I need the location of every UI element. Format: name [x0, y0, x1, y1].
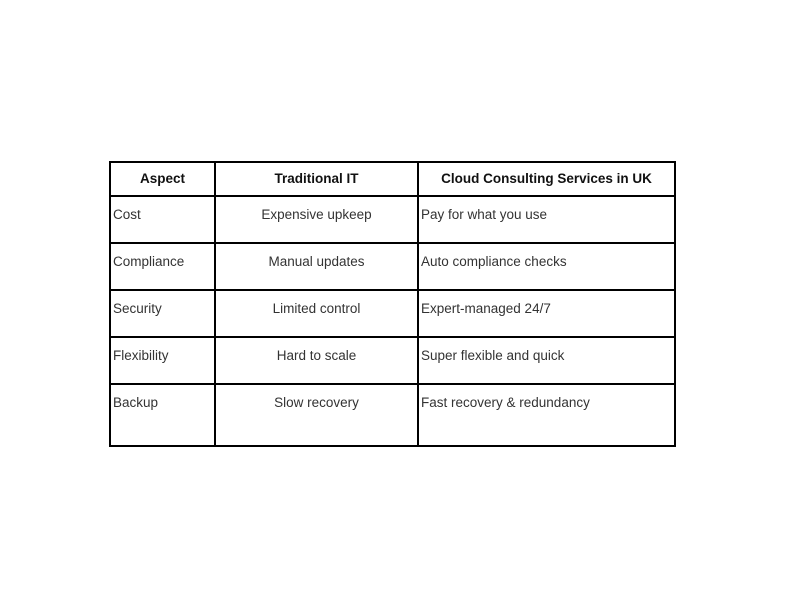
table-row: Backup Slow recovery Fast recovery & red… — [109, 383, 676, 447]
cell-cloud: Auto compliance checks — [417, 242, 676, 291]
cell-aspect: Compliance — [109, 242, 216, 291]
cell-cloud: Pay for what you use — [417, 195, 676, 244]
cell-aspect: Backup — [109, 383, 216, 447]
column-header-cloud-consulting: Cloud Consulting Services in UK — [417, 161, 676, 197]
comparison-table: Aspect Traditional IT Cloud Consulting S… — [109, 161, 676, 447]
cell-cloud: Super flexible and quick — [417, 336, 676, 385]
column-header-aspect: Aspect — [109, 161, 216, 197]
column-header-traditional-it: Traditional IT — [214, 161, 419, 197]
cell-cloud: Fast recovery & redundancy — [417, 383, 676, 447]
cell-traditional: Expensive upkeep — [214, 195, 419, 244]
table-row: Compliance Manual updates Auto complianc… — [109, 242, 676, 291]
table-body: Cost Expensive upkeep Pay for what you u… — [109, 195, 676, 447]
table-row: Security Limited control Expert-managed … — [109, 289, 676, 338]
cell-traditional: Hard to scale — [214, 336, 419, 385]
cell-traditional: Manual updates — [214, 242, 419, 291]
cell-aspect: Cost — [109, 195, 216, 244]
header-row: Aspect Traditional IT Cloud Consulting S… — [109, 161, 676, 197]
cell-cloud: Expert-managed 24/7 — [417, 289, 676, 338]
cell-traditional: Limited control — [214, 289, 419, 338]
cell-aspect: Security — [109, 289, 216, 338]
cell-traditional: Slow recovery — [214, 383, 419, 447]
table-row: Flexibility Hard to scale Super flexible… — [109, 336, 676, 385]
cell-aspect: Flexibility — [109, 336, 216, 385]
table-row: Cost Expensive upkeep Pay for what you u… — [109, 195, 676, 244]
